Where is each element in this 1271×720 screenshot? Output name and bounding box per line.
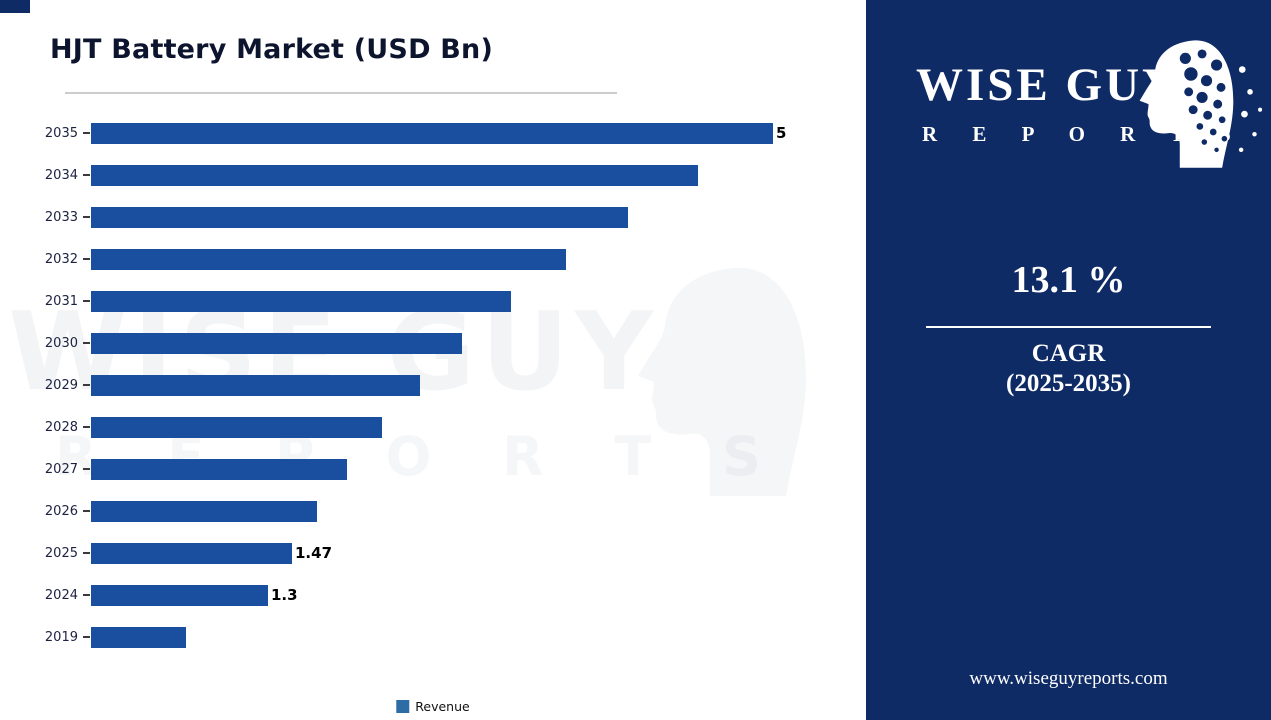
revenue-bar <box>91 332 462 354</box>
bar-track <box>91 458 850 480</box>
revenue-bar <box>91 122 773 144</box>
corner-accent <box>0 0 30 13</box>
y-axis-tick <box>83 636 90 638</box>
legend-marker <box>396 700 410 713</box>
legend-label: Revenue <box>415 699 470 714</box>
website-text: www.wiseguyreports.com <box>969 668 1168 689</box>
y-axis-tick-label: 2032 <box>44 251 78 267</box>
y-axis-tick <box>83 510 90 512</box>
legend: Revenue <box>396 699 470 714</box>
bar-track <box>91 374 850 396</box>
bar-track: 5 <box>91 122 850 144</box>
revenue-bar <box>91 542 292 564</box>
y-axis-tick-label: 2024 <box>44 587 78 603</box>
bar-track <box>91 248 850 270</box>
bar-track <box>91 500 850 522</box>
cagr-label: CAGR <box>1031 340 1106 367</box>
title-divider <box>65 92 617 94</box>
y-axis-tick-label: 2030 <box>44 335 78 351</box>
y-axis-tick-label: 2027 <box>44 461 78 477</box>
bar-row: 2025 1.47 <box>20 532 850 574</box>
y-axis-tick <box>83 300 90 302</box>
bar-value-label: 1.3 <box>271 586 298 604</box>
y-axis-tick <box>83 342 90 344</box>
bar-track: 1.47 <box>91 542 850 564</box>
bar-track <box>91 416 850 438</box>
bar-row: 2032 <box>20 238 850 280</box>
revenue-bar <box>91 458 347 480</box>
revenue-bar <box>91 626 186 648</box>
bar-track <box>91 332 850 354</box>
revenue-bar <box>91 248 566 270</box>
y-axis-tick-label: 2034 <box>44 167 78 183</box>
bar-track <box>91 164 850 186</box>
revenue-bar <box>91 206 628 228</box>
bar-row: 2035 5 <box>20 112 850 154</box>
bar-row: 2026 <box>20 490 850 532</box>
revenue-bar <box>91 374 420 396</box>
logo: WISE GUY R E P O R T S <box>866 30 1271 190</box>
chart-section: WISE GUY R E P O R T S HJT Battery Marke… <box>0 0 850 714</box>
bar-row: 2024 1.3 <box>20 574 850 616</box>
bar-track <box>91 626 850 648</box>
cagr-value: 13.1 % <box>1011 259 1126 301</box>
y-axis-tick-label: 2033 <box>44 209 78 225</box>
revenue-bar <box>91 500 317 522</box>
y-axis-tick-label: 2026 <box>44 503 78 519</box>
y-axis-tick-label: 2035 <box>44 125 78 141</box>
bar-track <box>91 290 850 312</box>
page-title: HJT Battery Market (USD Bn) <box>50 34 494 65</box>
plot-area: 2035 5 2034 2033 2032 2031 2030 2029 2028 2027 202… <box>20 112 850 658</box>
y-axis-tick <box>83 384 90 386</box>
y-axis-tick <box>83 468 90 470</box>
y-axis-tick-label: 2025 <box>44 545 78 561</box>
bar-row: 2033 <box>20 196 850 238</box>
logo-head-icon <box>1139 40 1263 168</box>
bar-row: 2019 <box>20 616 850 658</box>
bar-row: 2029 <box>20 364 850 406</box>
cagr-divider <box>926 326 1211 328</box>
y-axis-tick <box>83 426 90 428</box>
revenue-bar <box>91 290 511 312</box>
bar-track: 1.3 <box>91 584 850 606</box>
brand-panel: WISE GUY R E P O R T S 13.1 % <box>866 0 1271 720</box>
logo-text-wiseguy: WISE GUY <box>916 59 1179 111</box>
y-axis-tick <box>83 174 90 176</box>
bar-row: 2034 <box>20 154 850 196</box>
bar-value-label: 5 <box>776 124 787 142</box>
y-axis-tick <box>83 216 90 218</box>
y-axis-tick <box>83 258 90 260</box>
bar-row: 2028 <box>20 406 850 448</box>
y-axis-tick <box>83 594 90 596</box>
cagr-range: (2025-2035) <box>1006 370 1131 397</box>
bar-row: 2027 <box>20 448 850 490</box>
revenue-bar <box>91 164 698 186</box>
y-axis-tick-label: 2028 <box>44 419 78 435</box>
y-axis-tick-label: 2031 <box>44 293 78 309</box>
y-axis-tick <box>83 552 90 554</box>
revenue-bar <box>91 416 382 438</box>
bar-row: 2031 <box>20 280 850 322</box>
revenue-bar <box>91 584 268 606</box>
y-axis-tick-label: 2019 <box>44 629 78 645</box>
bar-value-label: 1.47 <box>295 544 333 562</box>
y-axis-tick-label: 2029 <box>44 377 78 393</box>
bar-row: 2030 <box>20 322 850 364</box>
y-axis-tick <box>83 132 90 134</box>
bar-track <box>91 206 850 228</box>
